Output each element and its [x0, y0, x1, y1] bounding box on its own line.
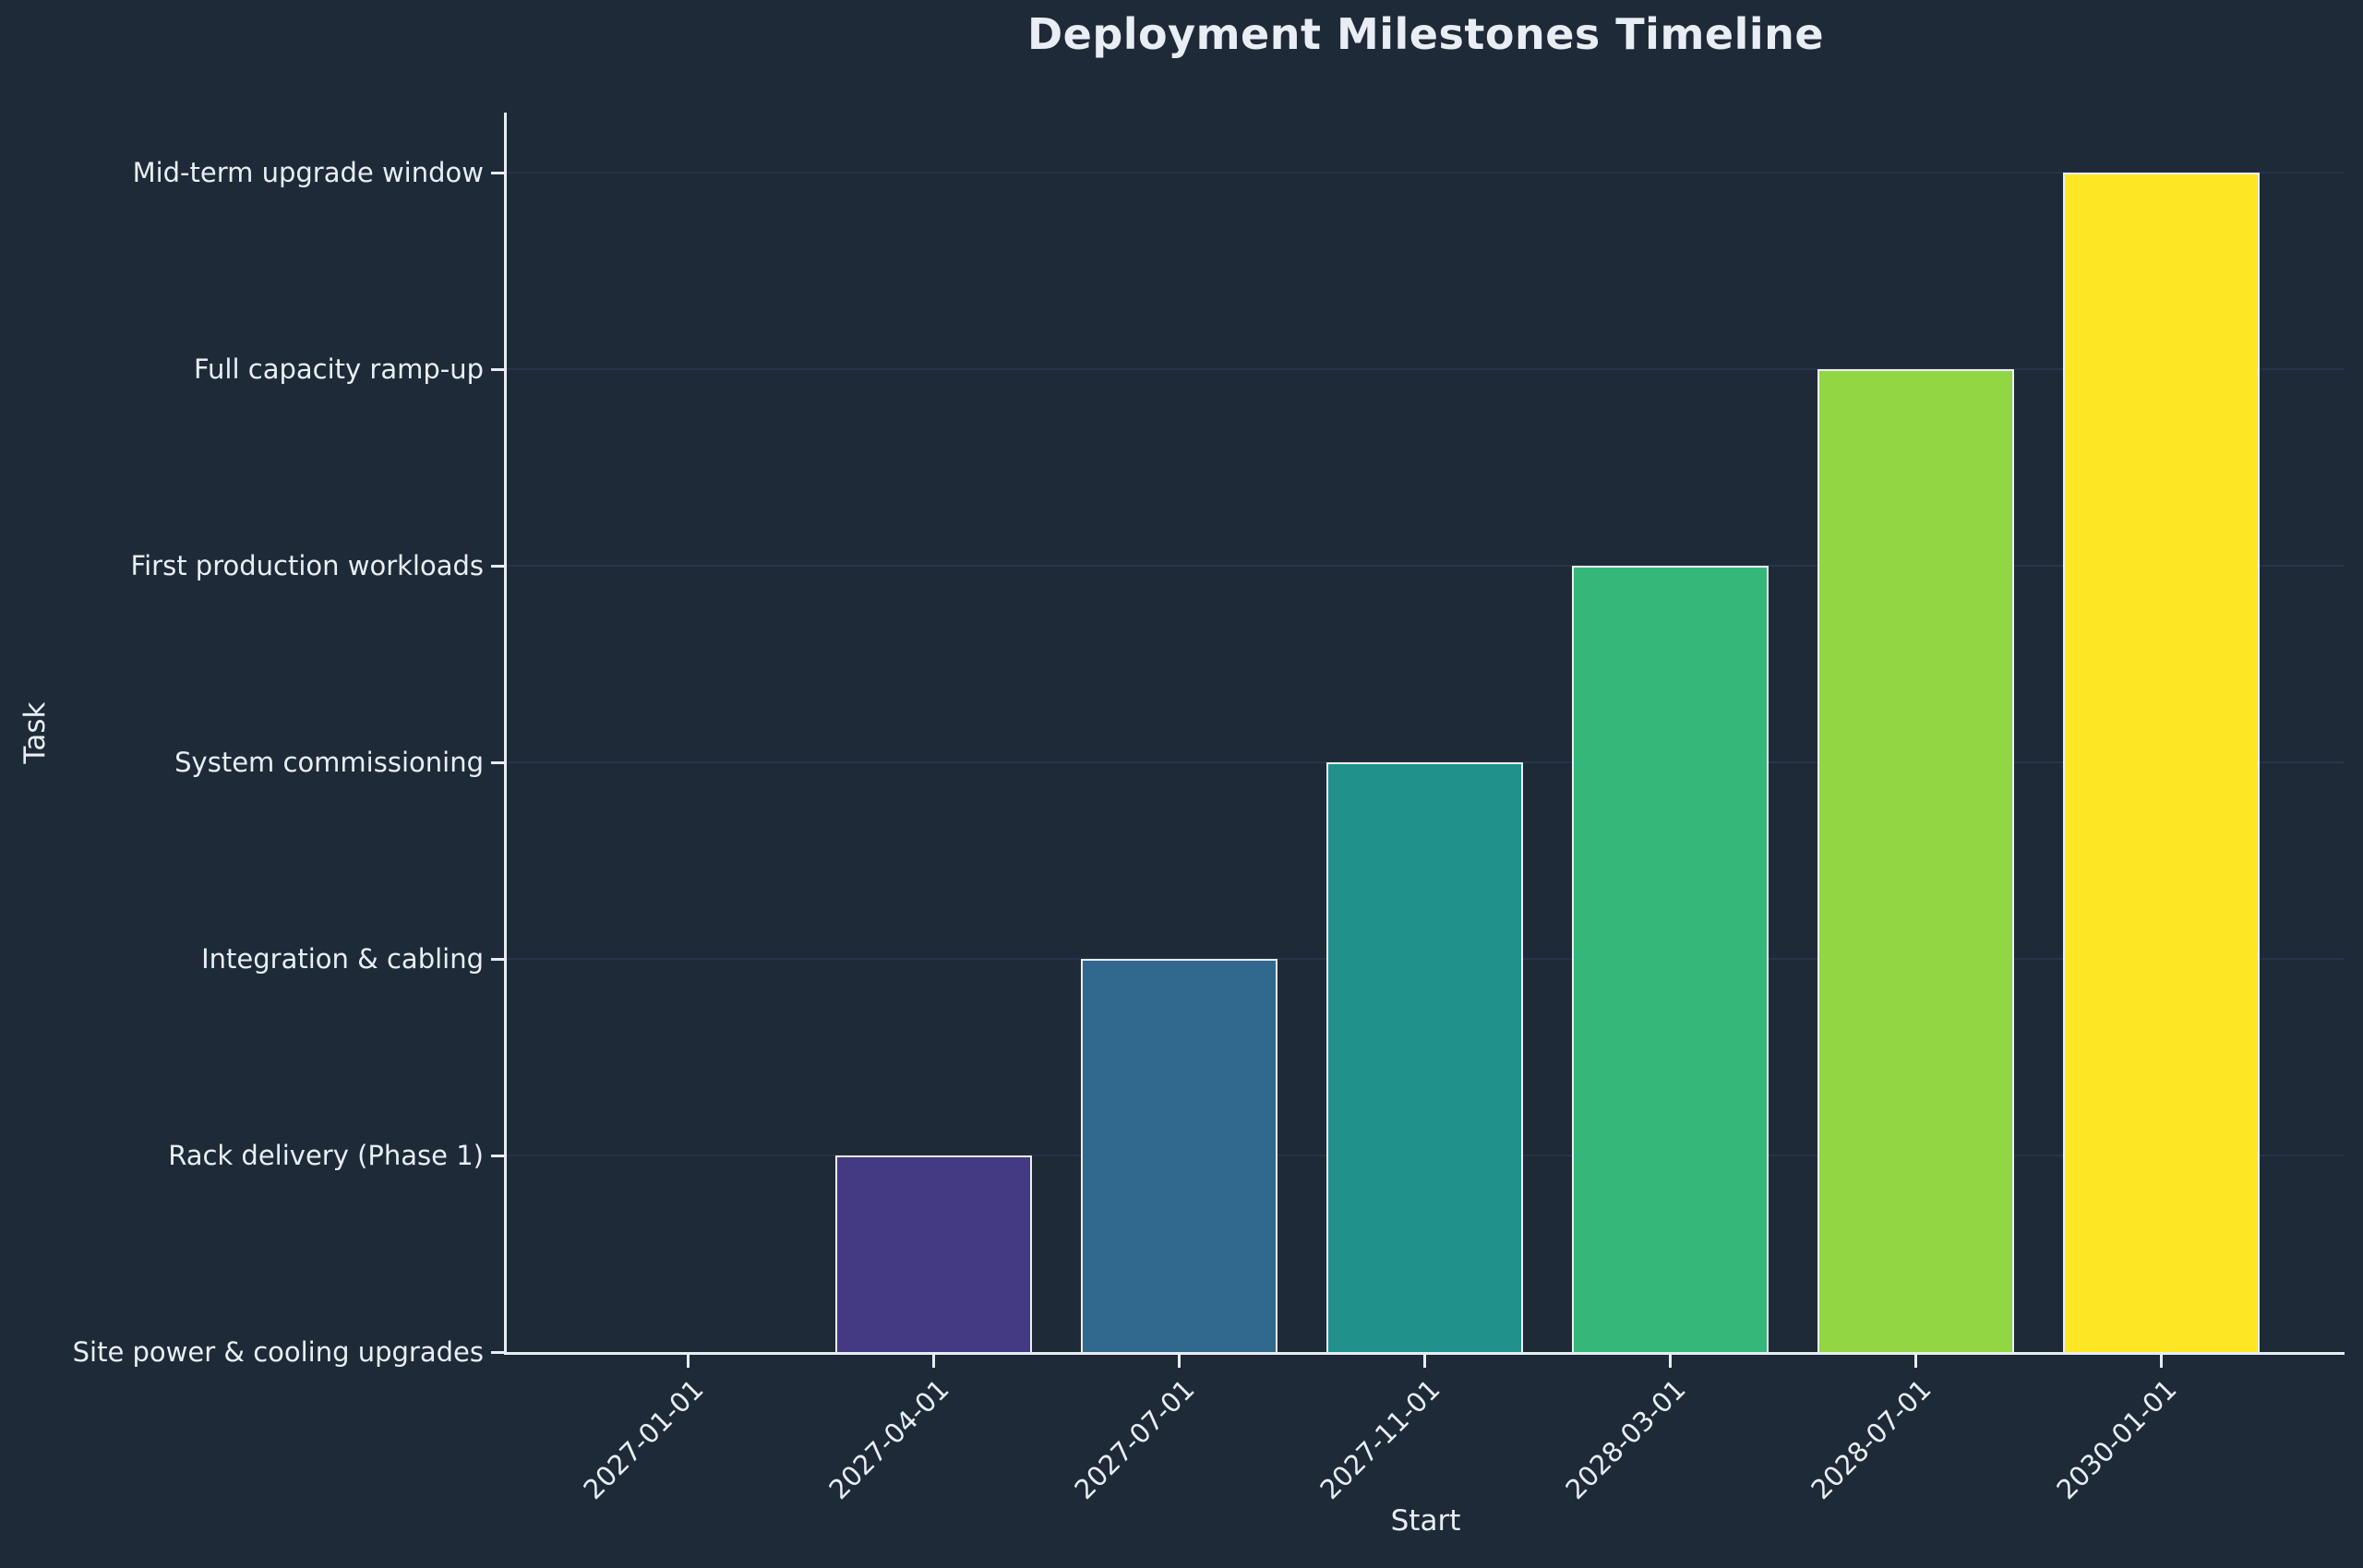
x-tick-label: 2028-07-01: [1805, 1373, 1938, 1506]
y-tick: [491, 958, 504, 961]
bar-2027-04-01: [834, 1155, 1032, 1352]
x-tick: [1913, 1355, 1917, 1368]
bar-2027-11-01: [1325, 762, 1523, 1352]
x-tick-label: 2028-03-01: [1559, 1373, 1693, 1506]
y-gridline: [507, 565, 2345, 567]
x-tick: [1668, 1355, 1672, 1368]
y-gridline: [507, 368, 2345, 370]
y-tick-label: Integration & cabling: [201, 943, 484, 975]
y-tick-label: First production workloads: [130, 550, 484, 581]
x-axis-spine: [504, 1352, 2345, 1355]
y-tick: [491, 368, 504, 371]
y-axis-title: Task: [18, 701, 52, 764]
bar-2028-07-01: [1817, 369, 2014, 1352]
y-tick-label: System commissioning: [174, 747, 484, 778]
x-tick: [1177, 1355, 1181, 1368]
bar-2030-01-01: [2062, 173, 2260, 1352]
y-tick: [491, 1155, 504, 1157]
x-tick: [2159, 1355, 2163, 1368]
y-tick-label: Full capacity ramp-up: [193, 353, 484, 385]
x-tick: [1422, 1355, 1426, 1368]
y-gridline: [507, 172, 2345, 174]
y-tick: [491, 761, 504, 764]
x-tick-label: 2030-01-01: [2050, 1373, 2184, 1506]
x-tick-label: 2027-07-01: [1068, 1373, 1202, 1506]
x-tick-label: 2027-11-01: [1313, 1373, 1447, 1506]
y-tick-label: Rack delivery (Phase 1): [168, 1140, 484, 1171]
y-tick: [491, 565, 504, 568]
bar-2028-03-01: [1571, 566, 1769, 1352]
y-tick: [491, 172, 504, 174]
x-tick: [686, 1355, 690, 1368]
x-tick: [931, 1355, 935, 1368]
x-axis-title: Start: [1390, 1504, 1461, 1538]
chart-title: Deployment Milestones Timeline: [1026, 9, 1825, 59]
y-tick: [491, 1351, 504, 1354]
x-tick-label: 2027-01-01: [577, 1373, 711, 1506]
y-axis-spine: [504, 113, 507, 1355]
bar-2027-07-01: [1080, 959, 1277, 1352]
x-tick-label: 2027-04-01: [822, 1373, 956, 1506]
y-tick-label: Site power & cooling upgrades: [72, 1336, 484, 1368]
y-tick-label: Mid-term upgrade window: [132, 157, 484, 188]
